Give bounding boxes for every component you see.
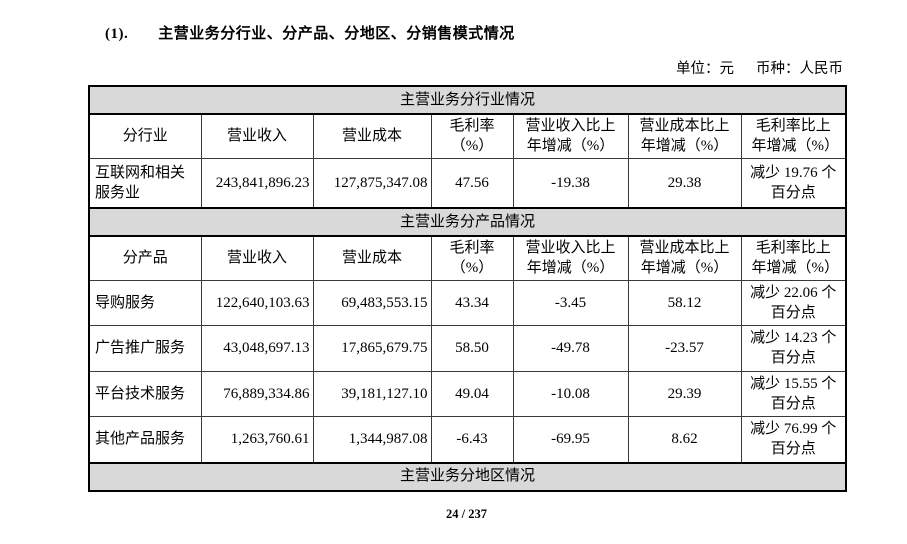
table-cell: 减少 14.23 个百分点 [740,325,847,372]
table-row: 导购服务 122,640,103.63 69,483,553.15 43.34 -3.4… [88,279,847,326]
table-cell: 58.12 [627,279,742,326]
table-cell: 减少 22.06 个百分点 [740,279,847,326]
table-cell: 17,865,679.75 [312,325,432,372]
table-cell: 减少 76.99 个百分点 [740,416,847,463]
table-section-title: 主营业务分行业情况 [88,85,847,115]
table-cell: 平台技术服务 [88,370,202,417]
table-section-row: 主营业务分产品情况 [88,207,847,237]
table-cell: 49.04 [430,370,514,417]
table-cell: 广告推广服务 [88,325,202,372]
table-section-title: 主营业务分产品情况 [88,207,847,237]
section-title: 主营业务分行业、分产品、分地区、分销售模式情况 [158,26,515,42]
unit-label: 单位：元 [676,61,734,77]
column-header: 营业收入 [200,235,314,281]
table-cell: -6.43 [430,416,514,463]
table-section-row: 主营业务分行业情况 [88,85,847,115]
table-cell: 互联网和相关服务业 [88,157,202,209]
table-row: 广告推广服务 43,048,697.13 17,865,679.75 58.50 -49… [88,325,847,372]
column-header: 营业成本 [312,113,432,159]
table-cell: -23.57 [627,325,742,372]
table-cell: 8.62 [627,416,742,463]
column-header: 毛利率（%） [430,113,514,159]
column-header: 营业收入比上年增减（%） [512,113,629,159]
table-cell: 76,889,334.86 [200,370,314,417]
column-header: 毛利率（%） [430,235,514,281]
column-header: 营业成本 [312,235,432,281]
table-cell: 1,344,987.08 [312,416,432,463]
table-header-row: 分行业 营业收入 营业成本 毛利率（%） 营业收入比上年增减（%） 营业成本比上年增减（%… [88,113,847,159]
currency-label: 币种：人民币 [756,61,843,77]
column-header: 营业收入 [200,113,314,159]
column-header: 毛利率比上年增减（%） [740,235,847,281]
table-cell: 69,483,553.15 [312,279,432,326]
column-header: 营业收入比上年增减（%） [512,235,629,281]
section-number: (1). [105,26,129,42]
table-cell: 减少 19.76 个百分点 [740,157,847,209]
table-cell: 29.38 [627,157,742,209]
table-header-row: 分产品 营业收入 营业成本 毛利率（%） 营业收入比上年增减（%） 营业成本比上年增减（%… [88,235,847,281]
table-cell: 导购服务 [88,279,202,326]
table-cell: 127,875,347.08 [312,157,432,209]
page-number: 24 / 237 [446,506,487,521]
section-heading: (1). 主营业务分行业、分产品、分地区、分销售模式情况 [88,0,845,43]
table-row: 互联网和相关服务业 243,841,896.23 127,875,347.08 47.… [88,157,847,209]
table-cell: 39,181,127.10 [312,370,432,417]
table-cell: -49.78 [512,325,629,372]
table-cell: -3.45 [512,279,629,326]
table-cell: 243,841,896.23 [200,157,314,209]
column-header: 营业成本比上年增减（%） [627,235,742,281]
column-header: 毛利率比上年增减（%） [740,113,847,159]
table-cell: 1,263,760.61 [200,416,314,463]
table-cell: -19.38 [512,157,629,209]
column-header: 营业成本比上年增减（%） [627,113,742,159]
unit-currency-line: 单位：元 币种：人民币 [88,57,845,78]
table-cell: 43,048,697.13 [200,325,314,372]
table-cell: 减少 15.55 个百分点 [740,370,847,417]
table-cell: 122,640,103.63 [200,279,314,326]
table-section-title: 主营业务分地区情况 [88,461,847,492]
table-cell: 其他产品服务 [88,416,202,463]
table-cell: -69.95 [512,416,629,463]
table-row: 平台技术服务 76,889,334.86 39,181,127.10 49.04 -10… [88,370,847,417]
table-cell: 58.50 [430,325,514,372]
table-cell: 47.56 [430,157,514,209]
main-business-table: 主营业务分行业情况 分行业 营业收入 营业成本 毛利率（%） 营业收入比上年增减（%） 营业… [88,85,848,492]
document-page: (1). 主营业务分行业、分产品、分地区、分销售模式情况 单位：元 币种：人民币 主… [88,0,848,522]
table-cell: -10.08 [512,370,629,417]
column-header: 分行业 [88,113,202,159]
table-row: 其他产品服务 1,263,760.61 1,344,987.08 -6.43 -69.9… [88,416,847,463]
table-section-row: 主营业务分地区情况 [88,461,847,492]
column-header: 分产品 [88,235,202,281]
table-cell: 43.34 [430,279,514,326]
table-cell: 29.39 [627,370,742,417]
